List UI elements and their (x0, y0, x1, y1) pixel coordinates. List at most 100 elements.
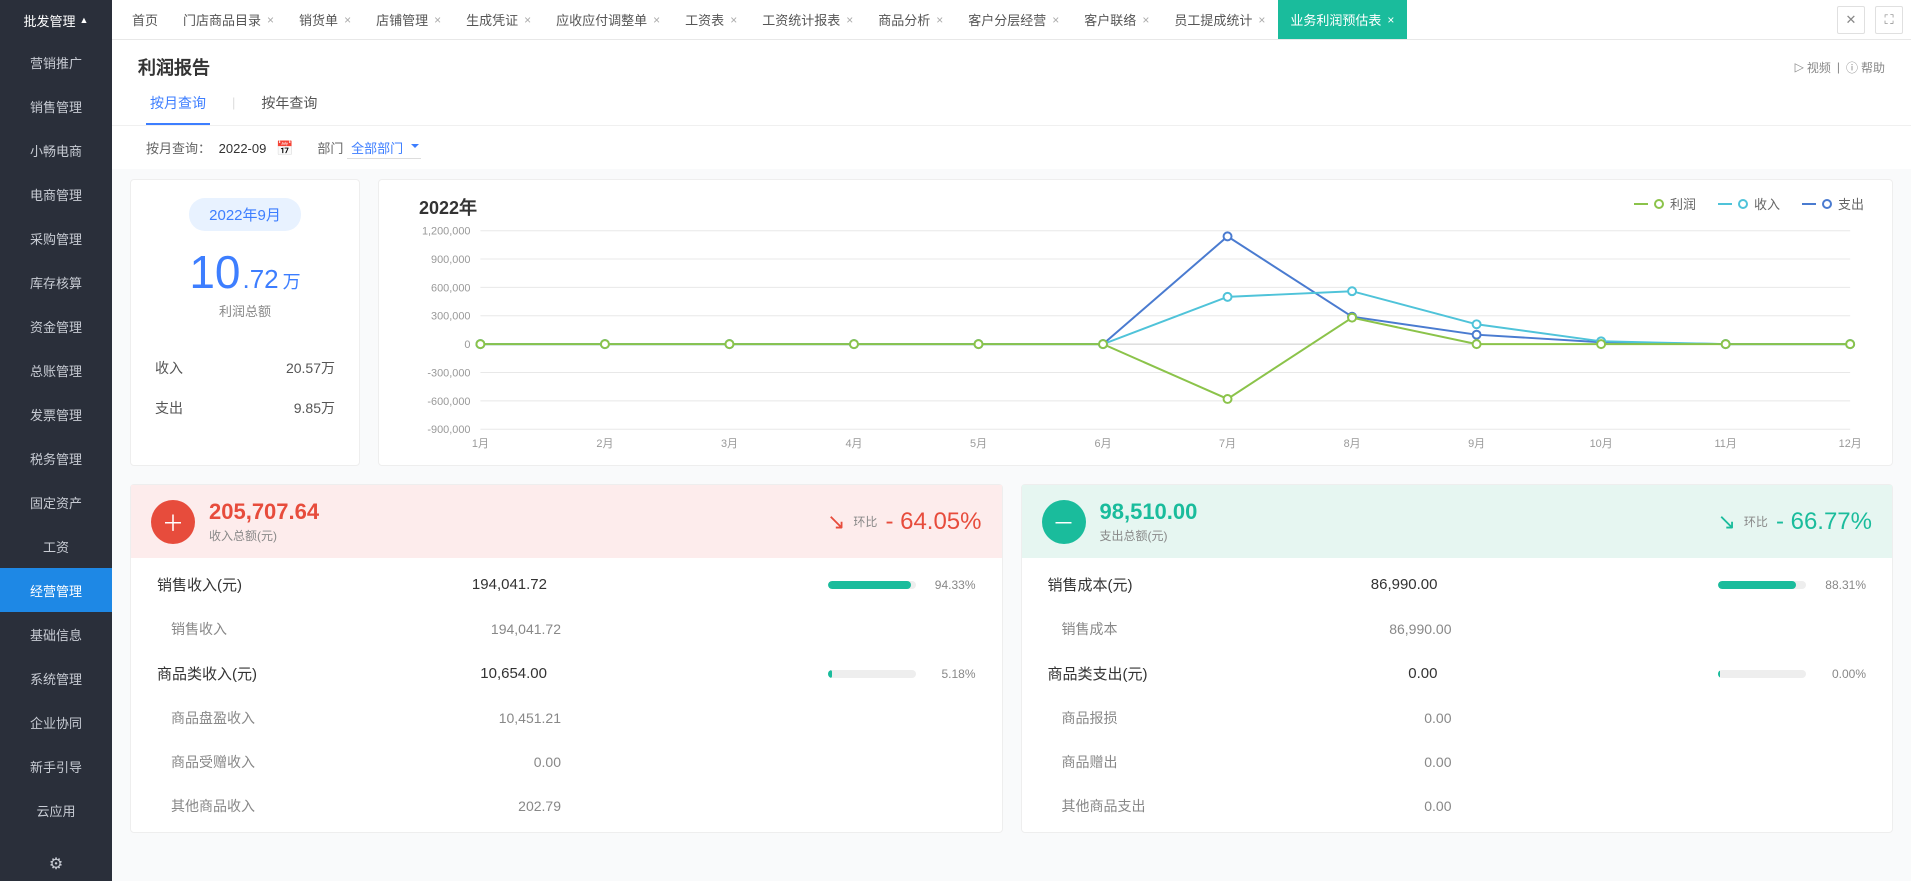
fullscreen-icon[interactable]: ⛶ (1875, 6, 1903, 34)
legend-item[interactable]: 利润 (1634, 194, 1696, 213)
close-icon[interactable]: × (434, 13, 441, 27)
sidebar-item[interactable]: 云应用 (0, 788, 112, 832)
video-link[interactable]: ▷视频 (1795, 59, 1831, 76)
line-chart: -900,000-600,000-300,0000300,000600,0009… (401, 194, 1870, 454)
sub-tab[interactable]: 按年查询 (257, 93, 321, 125)
month-filter-value[interactable]: 2022-09 (219, 141, 267, 156)
panel-row: 商品受赠收入0.00 (131, 740, 1002, 784)
tab[interactable]: 应收应付调整单× (544, 0, 673, 39)
sidebar-item[interactable]: 资金管理 (0, 304, 112, 348)
chart-title: 2022年 (419, 194, 477, 220)
svg-text:0: 0 (464, 339, 470, 351)
sidebar-item[interactable]: 企业协同 (0, 700, 112, 744)
sub-tab[interactable]: 按月查询 (146, 93, 210, 125)
sidebar-item[interactable]: 经营管理 (0, 568, 112, 612)
svg-text:1,200,000: 1,200,000 (422, 226, 471, 238)
calendar-icon[interactable]: 📅 (276, 140, 293, 156)
legend-item[interactable]: 支出 (1802, 194, 1864, 213)
help-icon: ⓘ (1846, 59, 1858, 76)
panel-row: 销售收入194,041.72 (131, 607, 1002, 651)
sidebar-item[interactable]: 销售管理 (0, 84, 112, 128)
dept-select[interactable]: 全部部门 (347, 139, 421, 159)
expense-pct: - 66.77% (1776, 508, 1872, 536)
panel-row: 销售成本(元)86,990.0088.31% (1022, 562, 1893, 607)
sub-tabs: 按月查询|按年查询 (112, 88, 1911, 126)
dept-filter-label: 部门 (317, 141, 343, 156)
close-icon[interactable]: × (1387, 13, 1394, 27)
tab-home[interactable]: 首页 (120, 0, 171, 39)
main: 首页 门店商品目录×销货单×店铺管理×生成凭证×应收应付调整单×工资表×工资统计… (112, 0, 1911, 881)
tab[interactable]: 业务利润预估表× (1278, 0, 1407, 39)
trend-down-icon: ↘ (827, 509, 845, 535)
tab[interactable]: 客户联络× (1072, 0, 1162, 39)
panel-row: 其他商品收入202.79 (131, 784, 1002, 828)
close-icon[interactable]: × (653, 13, 660, 27)
tab[interactable]: 商品分析× (866, 0, 956, 39)
svg-text:7月: 7月 (1219, 438, 1236, 450)
tab[interactable]: 生成凭证× (454, 0, 544, 39)
sidebar-item[interactable]: 基础信息 (0, 612, 112, 656)
sidebar-item[interactable]: 固定资产 (0, 480, 112, 524)
sidebar-item[interactable]: 系统管理 (0, 656, 112, 700)
tab-bar: 首页 门店商品目录×销货单×店铺管理×生成凭证×应收应付调整单×工资表×工资统计… (112, 0, 1911, 40)
chart-legend: 利润 收入 支出 (1634, 194, 1864, 213)
close-icon[interactable]: × (344, 13, 351, 27)
income-sub: 收入总额(元) (209, 527, 319, 544)
close-icon[interactable]: × (1142, 13, 1149, 27)
svg-text:10月: 10月 (1590, 438, 1613, 450)
trend-down-icon: ↘ (1717, 509, 1735, 535)
profit-total-label: 利润总额 (151, 301, 339, 320)
svg-text:5月: 5月 (970, 438, 987, 450)
tab[interactable]: 客户分层经营× (956, 0, 1072, 39)
sidebar-list: 营销推广销售管理小畅电商电商管理采购管理库存核算资金管理总账管理发票管理税务管理… (0, 40, 112, 847)
income-icon: ＋ (151, 500, 195, 544)
help-link[interactable]: ⓘ帮助 (1846, 59, 1885, 76)
tab[interactable]: 店铺管理× (364, 0, 454, 39)
sidebar-item[interactable]: 发票管理 (0, 392, 112, 436)
sidebar-item[interactable]: 工资 (0, 524, 112, 568)
sidebar-item[interactable]: 采购管理 (0, 216, 112, 260)
sidebar-item[interactable]: 小畅电商 (0, 128, 112, 172)
panel-row: 商品盘盈收入10,451.21 (131, 696, 1002, 740)
month-pill: 2022年9月 (189, 198, 301, 231)
svg-text:-300,000: -300,000 (427, 367, 470, 379)
expense-icon: － (1042, 500, 1086, 544)
svg-text:-600,000: -600,000 (427, 396, 470, 408)
sidebar-item[interactable]: 总账管理 (0, 348, 112, 392)
tab[interactable]: 门店商品目录× (171, 0, 287, 39)
close-icon[interactable]: × (730, 13, 737, 27)
close-icon[interactable]: × (524, 13, 531, 27)
close-icon[interactable]: × (1052, 13, 1059, 27)
svg-text:11月: 11月 (1715, 438, 1737, 450)
svg-text:9月: 9月 (1468, 438, 1485, 450)
legend-item[interactable]: 收入 (1718, 194, 1780, 213)
close-icon[interactable]: × (267, 13, 274, 27)
summary-card: 2022年9月 10 .72 万 利润总额 收入20.57万支出9.85万 (130, 179, 360, 466)
profit-total: 10 .72 万 (151, 249, 339, 295)
svg-text:2月: 2月 (596, 438, 613, 450)
svg-text:-900,000: -900,000 (427, 424, 470, 436)
tab[interactable]: 工资统计报表× (750, 0, 866, 39)
sidebar-item[interactable]: 营销推广 (0, 40, 112, 84)
sidebar-item[interactable]: 新手引导 (0, 744, 112, 788)
panel-row: 商品报损0.00 (1022, 696, 1893, 740)
settings-icon[interactable]: ⚙ (0, 847, 112, 881)
expense-sub: 支出总额(元) (1100, 527, 1198, 544)
tab[interactable]: 工资表× (673, 0, 750, 39)
panel-row: 销售收入(元)194,041.7294.33% (131, 562, 1002, 607)
summary-row: 支出9.85万 (151, 388, 339, 428)
sidebar-item[interactable]: 库存核算 (0, 260, 112, 304)
close-tabs-icon[interactable]: ✕ (1837, 6, 1865, 34)
close-icon[interactable]: × (846, 13, 853, 27)
sidebar-head-label: 批发管理 (24, 11, 76, 30)
close-icon[interactable]: × (1258, 13, 1265, 27)
close-icon[interactable]: × (936, 13, 943, 27)
sidebar-head[interactable]: 批发管理 ▲ (0, 0, 112, 40)
play-icon: ▷ (1795, 60, 1804, 74)
tab[interactable]: 销货单× (287, 0, 364, 39)
sidebar-item[interactable]: 电商管理 (0, 172, 112, 216)
panel-row: 商品类支出(元)0.000.00% (1022, 651, 1893, 696)
sidebar-item[interactable]: 税务管理 (0, 436, 112, 480)
panel-row: 其他商品支出0.00 (1022, 784, 1893, 828)
tab[interactable]: 员工提成统计× (1162, 0, 1278, 39)
